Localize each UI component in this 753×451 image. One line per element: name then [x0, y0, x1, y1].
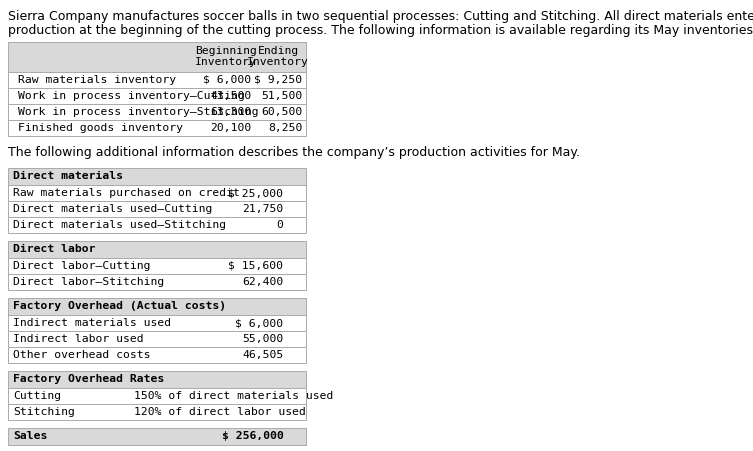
Text: $ 15,600: $ 15,600 [228, 261, 283, 271]
FancyBboxPatch shape [8, 258, 306, 274]
FancyBboxPatch shape [8, 315, 306, 331]
FancyBboxPatch shape [8, 274, 306, 290]
Text: 150% of direct materials used: 150% of direct materials used [134, 391, 334, 401]
Text: $ 9,250: $ 9,250 [255, 75, 303, 85]
Text: Inventory: Inventory [195, 57, 257, 67]
FancyBboxPatch shape [8, 331, 306, 347]
Text: 120% of direct labor used: 120% of direct labor used [134, 407, 306, 417]
Text: Raw materials inventory: Raw materials inventory [18, 75, 176, 85]
Text: Work in process inventory–Cutting: Work in process inventory–Cutting [18, 91, 245, 101]
FancyBboxPatch shape [8, 42, 306, 72]
Text: production at the beginning of the cutting process. The following information is: production at the beginning of the cutti… [8, 24, 753, 37]
Text: Indirect labor used: Indirect labor used [13, 334, 144, 344]
Text: 8,250: 8,250 [268, 123, 303, 133]
Text: Finished goods inventory: Finished goods inventory [18, 123, 184, 133]
Text: Inventory: Inventory [247, 57, 309, 67]
FancyBboxPatch shape [8, 404, 306, 420]
FancyBboxPatch shape [8, 72, 306, 88]
Text: Raw materials purchased on credit: Raw materials purchased on credit [13, 188, 240, 198]
Text: Cutting: Cutting [13, 391, 61, 401]
FancyBboxPatch shape [8, 298, 306, 315]
Text: 60,500: 60,500 [261, 107, 303, 117]
Text: 51,500: 51,500 [261, 91, 303, 101]
Text: Ending: Ending [258, 46, 299, 56]
FancyBboxPatch shape [8, 201, 306, 217]
FancyBboxPatch shape [8, 347, 306, 363]
FancyBboxPatch shape [8, 120, 306, 136]
Text: 62,400: 62,400 [242, 277, 283, 287]
Text: Factory Overhead (Actual costs): Factory Overhead (Actual costs) [13, 301, 226, 311]
FancyBboxPatch shape [8, 241, 306, 258]
FancyBboxPatch shape [8, 371, 306, 388]
Text: 0: 0 [276, 220, 283, 230]
Text: $ 25,000: $ 25,000 [228, 188, 283, 198]
Text: Factory Overhead Rates: Factory Overhead Rates [13, 374, 164, 384]
Text: Direct materials used–Stitching: Direct materials used–Stitching [13, 220, 226, 230]
Text: Sales: Sales [13, 431, 47, 441]
FancyBboxPatch shape [8, 104, 306, 120]
Text: 20,100: 20,100 [210, 123, 252, 133]
FancyBboxPatch shape [8, 388, 306, 404]
Text: $ 6,000: $ 6,000 [235, 318, 283, 328]
Text: 46,505: 46,505 [242, 350, 283, 360]
FancyBboxPatch shape [8, 88, 306, 104]
Text: Other overhead costs: Other overhead costs [13, 350, 151, 360]
Text: Direct materials: Direct materials [13, 171, 123, 181]
Text: 21,750: 21,750 [242, 204, 283, 214]
FancyBboxPatch shape [8, 168, 306, 185]
Text: The following additional information describes the company’s production activiti: The following additional information des… [8, 146, 580, 159]
Text: Sierra Company manufactures soccer balls in two sequential processes: Cutting an: Sierra Company manufactures soccer balls… [8, 10, 753, 23]
Text: Direct labor–Stitching: Direct labor–Stitching [13, 277, 164, 287]
Text: Beginning: Beginning [195, 46, 257, 56]
Text: Direct labor: Direct labor [13, 244, 96, 254]
Text: Work in process inventory–Stitching: Work in process inventory–Stitching [18, 107, 259, 117]
FancyBboxPatch shape [8, 185, 306, 201]
Text: 63,300: 63,300 [210, 107, 252, 117]
Text: $ 6,000: $ 6,000 [203, 75, 252, 85]
FancyBboxPatch shape [8, 217, 306, 233]
FancyBboxPatch shape [8, 428, 306, 445]
Text: 43,500: 43,500 [210, 91, 252, 101]
Text: Direct labor–Cutting: Direct labor–Cutting [13, 261, 151, 271]
Text: 55,000: 55,000 [242, 334, 283, 344]
Text: $ 256,000: $ 256,000 [221, 431, 283, 441]
Text: Stitching: Stitching [13, 407, 75, 417]
Text: Indirect materials used: Indirect materials used [13, 318, 171, 328]
Text: Direct materials used–Cutting: Direct materials used–Cutting [13, 204, 212, 214]
